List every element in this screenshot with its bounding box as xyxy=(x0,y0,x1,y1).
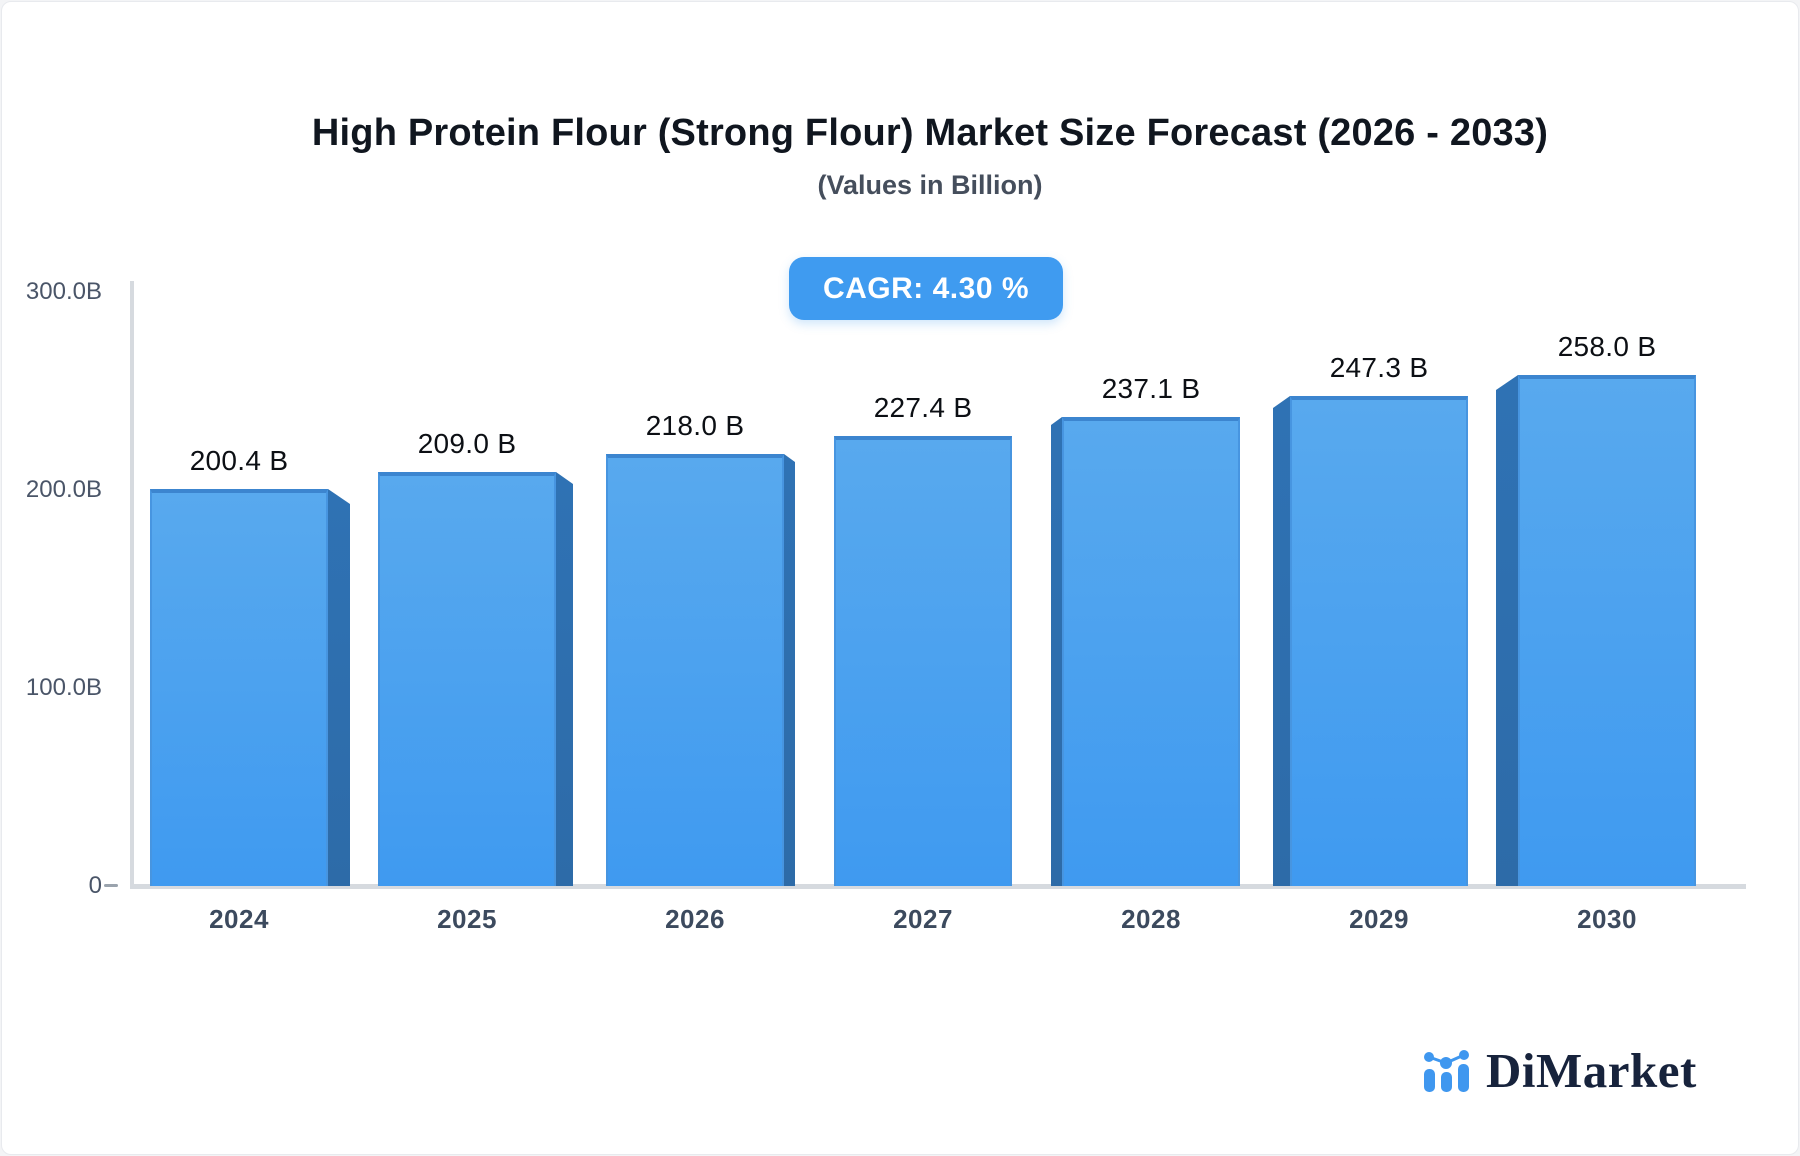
y-tick-zero-dash xyxy=(104,884,118,887)
bar-2027 xyxy=(834,436,1012,886)
bar-2024-3d-side xyxy=(328,489,350,886)
bar-2028-3d-side xyxy=(1051,417,1062,886)
bar-value-label-2026: 218.0 B xyxy=(645,410,745,442)
x-axis-label-2026: 2026 xyxy=(665,904,725,934)
bar-2029 xyxy=(1290,396,1468,886)
bar-2029-3d-side xyxy=(1273,396,1290,886)
cagr-badge: CAGR: 4.30 % xyxy=(789,257,1063,320)
x-axis-label-2028: 2028 xyxy=(1121,904,1181,934)
bar-2025 xyxy=(378,472,556,886)
plot-area: 200.4 B 2024 209.0 B 2025 218.0 B 2026 227.4 B… xyxy=(132,292,1746,934)
x-axis-label-2025: 2025 xyxy=(437,904,497,934)
x-axis-label-2030: 2030 xyxy=(1577,904,1637,934)
bar-2030-3d-side xyxy=(1496,375,1518,886)
y-tick-100.0B: 100.0B xyxy=(25,674,102,701)
chart-title: High Protein Flour (Strong Flour) Market… xyxy=(311,112,1549,154)
bar-2026 xyxy=(606,454,784,886)
x-axis-baseline xyxy=(130,884,1746,889)
x-axis-label-2024: 2024 xyxy=(209,904,269,934)
bar-value-label-2027: 227.4 B xyxy=(873,391,973,423)
bar-value-label-2025: 209.0 B xyxy=(417,428,517,460)
chart-subtitle: (Values in Billion) xyxy=(817,170,1043,200)
bar-value-label-2029: 247.3 B xyxy=(1329,352,1429,384)
cagr-badge-label: CAGR: 4.30 % xyxy=(822,271,1030,305)
bar-value-label-2028: 237.1 B xyxy=(1101,372,1201,404)
bar-2024 xyxy=(150,489,328,886)
dimarket-logo: DiMarket xyxy=(1422,1040,1697,1100)
bar-2025-3d-side xyxy=(556,472,573,886)
x-axis-label-2027: 2027 xyxy=(893,904,953,934)
y-tick-300.0B: 300.0B xyxy=(25,278,102,305)
y-tick-0: 0 xyxy=(88,872,102,899)
x-axis-label-2029: 2029 xyxy=(1349,904,1409,934)
bar-2028 xyxy=(1062,417,1240,886)
y-axis-line xyxy=(130,281,134,888)
bar-value-label-2030: 258.0 B xyxy=(1557,331,1657,363)
dimarket-logo-icon xyxy=(1424,1050,1469,1092)
bar-2026-3d-side xyxy=(784,454,795,886)
dimarket-logo-text: DiMarket xyxy=(1486,1042,1697,1098)
y-tick-200.0B: 200.0B xyxy=(25,476,102,503)
bar-2030 xyxy=(1518,375,1696,886)
bar-value-label-2024: 200.4 B xyxy=(189,445,289,477)
